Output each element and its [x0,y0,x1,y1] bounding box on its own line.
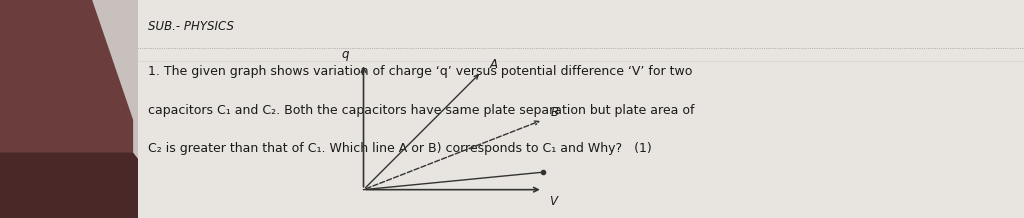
Text: A: A [489,58,498,71]
Text: 1. The given graph shows variation of charge ‘q’ versus potential difference ‘V’: 1. The given graph shows variation of ch… [148,65,693,78]
Text: C₂ is greater than that of C₁. Which line A or B) corresponds to C₁ and Why?   (: C₂ is greater than that of C₁. Which lin… [148,142,652,155]
Polygon shape [0,0,133,218]
Polygon shape [0,153,184,218]
Text: q: q [341,48,349,61]
Text: SUB.- PHYSICS: SUB.- PHYSICS [148,20,234,33]
Text: V: V [549,195,557,208]
Text: capacitors C₁ and C₂. Both the capacitors have same plate separation but plate a: capacitors C₁ and C₂. Both the capacitor… [148,104,695,117]
Text: B: B [551,106,559,119]
FancyBboxPatch shape [138,0,1024,218]
